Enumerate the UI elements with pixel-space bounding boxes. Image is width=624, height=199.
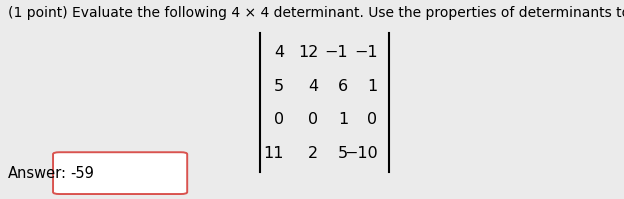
Text: −10: −10	[344, 145, 378, 161]
Text: 2: 2	[308, 145, 318, 161]
Text: 1: 1	[368, 79, 378, 94]
Text: 5: 5	[338, 145, 348, 161]
Text: 5: 5	[274, 79, 284, 94]
FancyBboxPatch shape	[53, 152, 187, 194]
Text: −1: −1	[324, 45, 348, 60]
Text: 0: 0	[308, 112, 318, 127]
Text: 4: 4	[274, 45, 284, 60]
Text: 0: 0	[274, 112, 284, 127]
Text: Answer:: Answer:	[8, 166, 67, 181]
Text: 1: 1	[338, 112, 348, 127]
Text: (1 point) Evaluate the following 4 × 4 determinant. Use the properties of determ: (1 point) Evaluate the following 4 × 4 d…	[8, 6, 624, 20]
Text: -59: -59	[71, 166, 94, 181]
Text: 6: 6	[338, 79, 348, 94]
Text: 0: 0	[368, 112, 378, 127]
Text: 4: 4	[308, 79, 318, 94]
Text: 11: 11	[263, 145, 284, 161]
Text: 12: 12	[298, 45, 318, 60]
Text: −1: −1	[354, 45, 378, 60]
